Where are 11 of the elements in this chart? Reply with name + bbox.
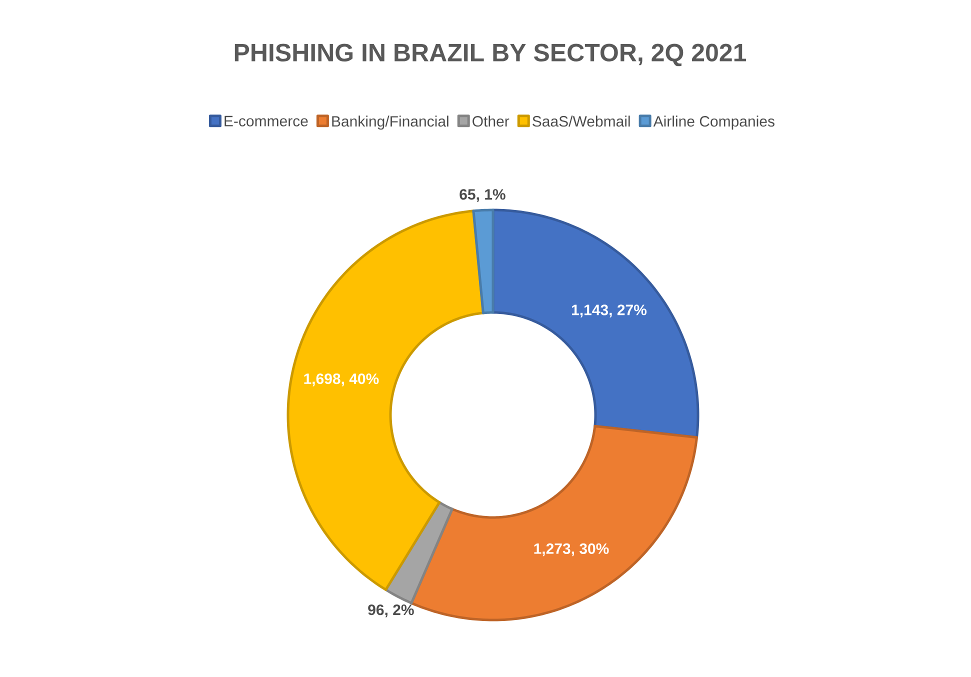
chart-title: PHISHING IN BRAZIL BY SECTOR, 2Q 2021 — [234, 44, 746, 66]
legend-label: SaaS/Webmail — [532, 116, 630, 127]
data-label: 65, 1% — [460, 189, 506, 202]
legend-label: Airline Companies — [653, 116, 774, 130]
data-label: 1,273, 30% — [534, 543, 609, 556]
data-label: 96, 2% — [368, 604, 414, 618]
data-label: 1,143, 27% — [572, 304, 647, 318]
legend-label: Other — [472, 116, 510, 127]
legend-label: Banking/Financial — [332, 116, 448, 130]
legend-label: E-commerce — [224, 116, 308, 126]
data-label: 1,698, 40% — [304, 373, 379, 386]
